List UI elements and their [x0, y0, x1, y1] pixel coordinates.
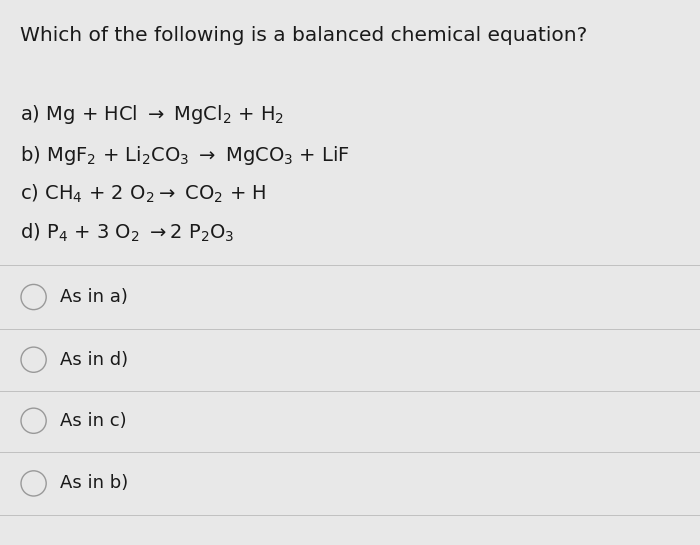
- Text: c) CH$_4$ + 2 O$_2\rightarrow$ CO$_2$ + H: c) CH$_4$ + 2 O$_2\rightarrow$ CO$_2$ + …: [20, 183, 266, 204]
- Text: b) MgF$_2$ + Li$_2$CO$_3$ $\rightarrow$ MgCO$_3$ + LiF: b) MgF$_2$ + Li$_2$CO$_3$ $\rightarrow$ …: [20, 144, 349, 167]
- Text: As in a): As in a): [60, 288, 127, 306]
- Text: As in d): As in d): [60, 350, 127, 369]
- Text: a) Mg + HCl $\rightarrow$ MgCl$_2$ + H$_2$: a) Mg + HCl $\rightarrow$ MgCl$_2$ + H$_…: [20, 103, 284, 126]
- Text: As in b): As in b): [60, 474, 127, 493]
- Text: As in c): As in c): [60, 411, 126, 430]
- Text: d) P$_4$ + 3 O$_2$ $\rightarrow$2 P$_2$O$_3$: d) P$_4$ + 3 O$_2$ $\rightarrow$2 P$_2$O…: [20, 222, 234, 244]
- Text: Which of the following is a balanced chemical equation?: Which of the following is a balanced che…: [20, 26, 587, 45]
